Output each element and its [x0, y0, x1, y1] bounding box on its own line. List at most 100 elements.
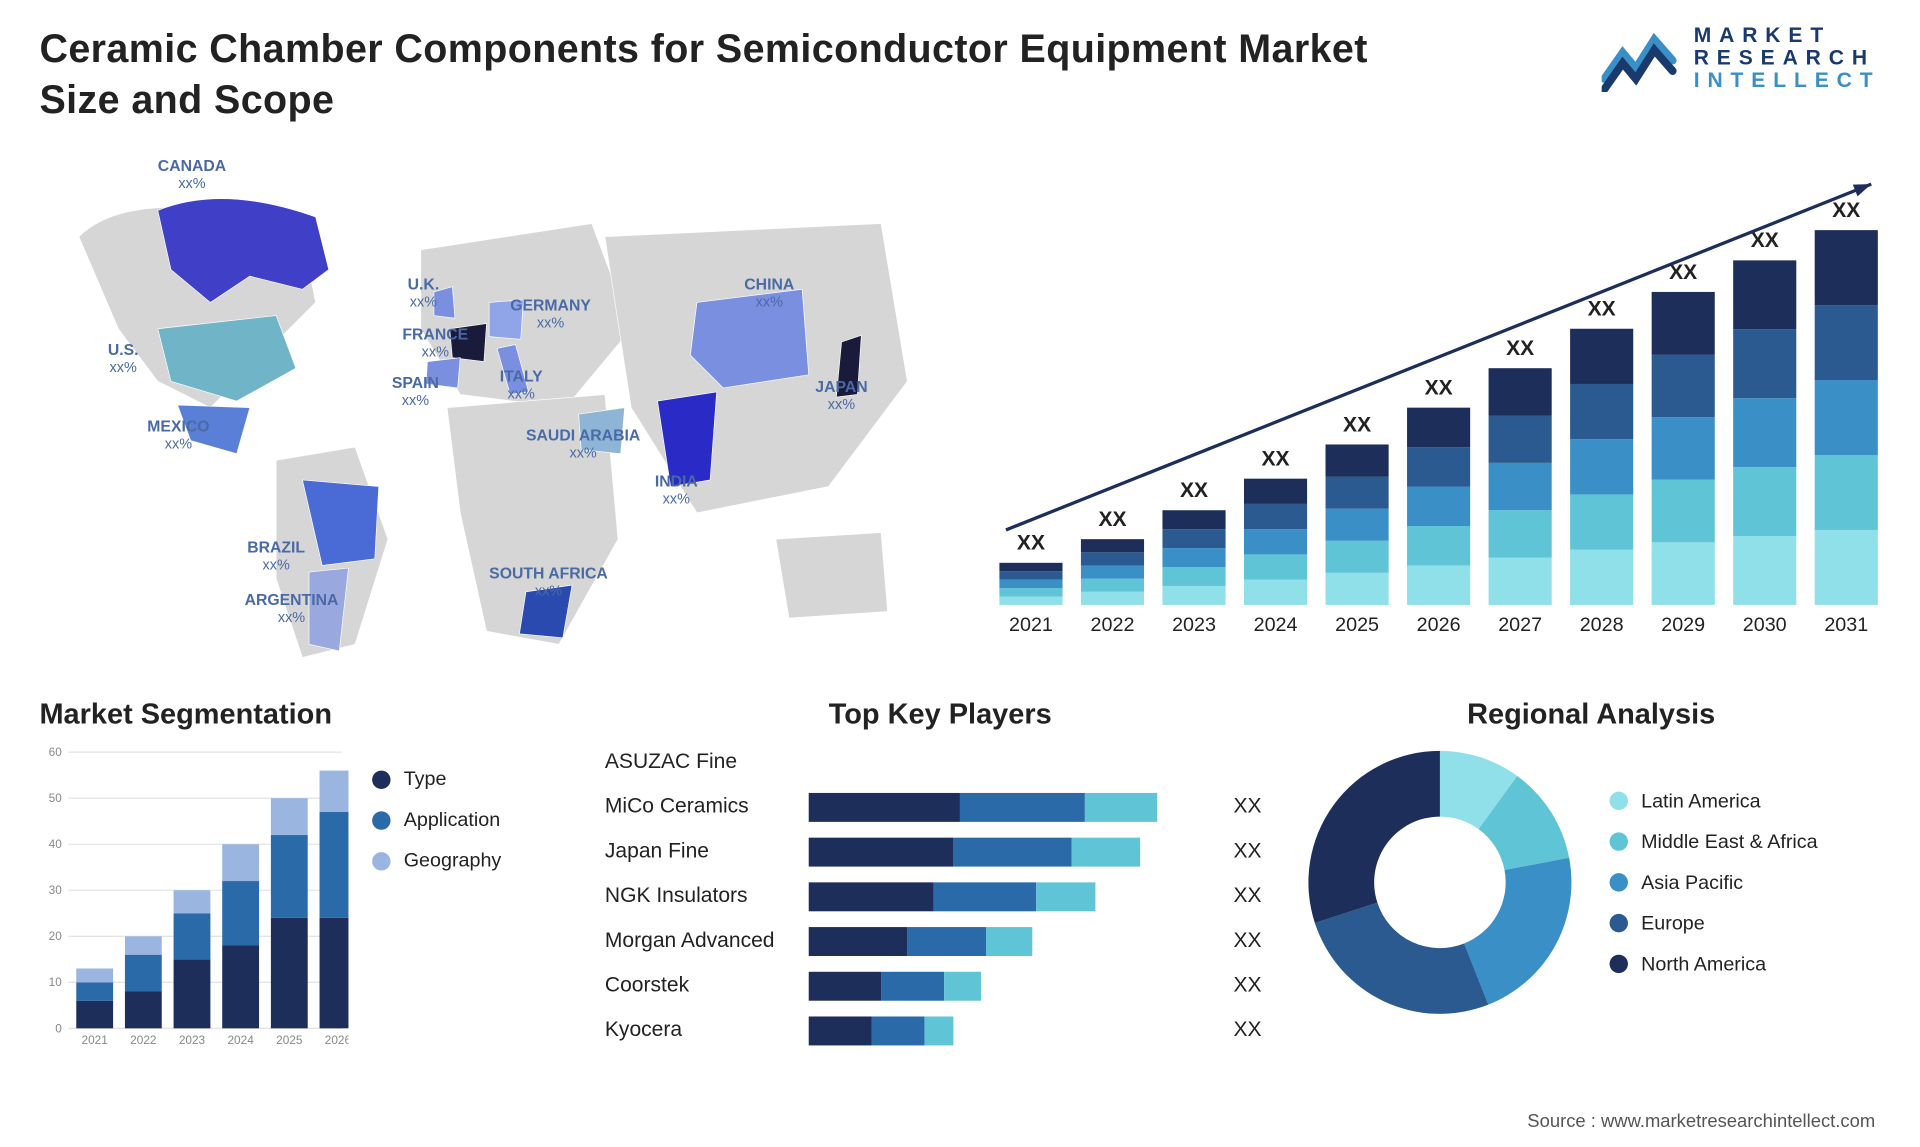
growth-bar-seg	[1733, 260, 1796, 329]
brand-logo: MARKET RESEARCH INTELLECT	[1602, 26, 1881, 92]
donut-slice	[1315, 903, 1488, 1014]
seg-ytick: 40	[49, 837, 63, 851]
player-bar	[809, 748, 1223, 777]
segmentation-chart: 0102030405060202120222023202420252026	[39, 742, 348, 1058]
seg-bar-seg	[76, 968, 113, 982]
player-bar-seg	[986, 926, 1032, 955]
region-legend-label: Asia Pacific	[1641, 871, 1743, 893]
player-bar-seg	[809, 1016, 872, 1045]
map-label-south-africa: SOUTH AFRICAxx%	[489, 565, 608, 600]
map-label-canada: CANADAxx%	[158, 158, 226, 193]
regional-legend: Latin America Middle East & Africa Asia Pa…	[1610, 790, 1818, 975]
player-bar-seg	[1072, 837, 1140, 866]
growth-bar-seg	[1162, 567, 1225, 586]
player-name: Japan Fine	[605, 840, 809, 864]
seg-bar-seg	[271, 798, 308, 835]
map-label-spain: SPAINxx%	[392, 375, 439, 410]
seg-bar-seg	[320, 771, 349, 812]
legend-dot-icon	[1610, 955, 1628, 973]
player-row: CoorstekXX	[605, 965, 1276, 1006]
player-bar	[809, 926, 1223, 955]
growth-bar-seg	[1244, 580, 1307, 605]
seg-ytick: 0	[55, 1021, 62, 1035]
growth-bar-seg	[1162, 586, 1225, 605]
region-legend-item: Asia Pacific	[1610, 871, 1818, 893]
growth-bar-label: XX	[1425, 377, 1453, 400]
growth-bar-label: XX	[1832, 199, 1860, 222]
regional-panel: Regional Analysis Latin America Middle Ea…	[1302, 697, 1881, 1020]
growth-year-label: 2031	[1824, 614, 1868, 636]
region-legend-label: Latin America	[1641, 790, 1761, 812]
growth-svg: XX2021XX2022XX2023XX2024XX2025XX2026XX20…	[986, 145, 1880, 645]
map-label-germany: GERMANYxx%	[510, 297, 591, 332]
player-name: Kyocera	[605, 1018, 809, 1042]
map-label-japan: JAPANxx%	[815, 379, 867, 414]
player-row: Japan FineXX	[605, 831, 1276, 872]
donut-slice	[1308, 751, 1440, 923]
legend-dot-icon	[1610, 832, 1628, 850]
map-label-mexico: MEXICOxx%	[147, 418, 209, 453]
player-bar	[809, 882, 1223, 911]
growth-bar-seg	[1407, 565, 1470, 604]
growth-bar-seg	[1326, 477, 1389, 509]
players-panel: Top Key Players ASUZAC FineMiCo Ceramics…	[605, 697, 1276, 1051]
growth-bar-seg	[1733, 329, 1796, 398]
logo-line-2: RESEARCH	[1694, 48, 1881, 70]
growth-bar-seg	[999, 580, 1062, 588]
growth-bar-seg	[1326, 541, 1389, 573]
growth-bar-seg	[1407, 526, 1470, 565]
growth-bar-seg	[1652, 542, 1715, 605]
map-label-argentina: ARGENTINAxx%	[245, 592, 339, 627]
segmentation-title: Market Segmentation	[39, 697, 565, 731]
player-bar-seg	[907, 926, 986, 955]
growth-bar-seg	[1815, 455, 1878, 530]
growth-arrow-head-icon	[1853, 184, 1871, 196]
growth-bar-label: XX	[1588, 298, 1616, 321]
growth-bar-seg	[1081, 579, 1144, 592]
growth-bar-label: XX	[1262, 448, 1290, 471]
player-row: KyoceraXX	[605, 1010, 1276, 1051]
player-bar-seg	[960, 792, 1085, 821]
growth-bar-seg	[1326, 573, 1389, 605]
growth-bar-seg	[1733, 536, 1796, 605]
seg-ytick: 10	[49, 975, 63, 989]
growth-bar-seg	[1815, 305, 1878, 380]
player-value: XX	[1223, 884, 1276, 908]
growth-bar-seg	[1244, 554, 1307, 579]
player-bar-seg	[809, 837, 954, 866]
growth-bar-label: XX	[1017, 532, 1045, 555]
seg-bar-seg	[222, 881, 259, 945]
player-bar-seg	[872, 1016, 925, 1045]
legend-dot-icon	[1610, 792, 1628, 810]
growth-year-label: 2027	[1498, 614, 1542, 636]
growth-bar-seg	[1489, 416, 1552, 463]
growth-bar-seg	[1570, 439, 1633, 494]
logo-line-1: MARKET	[1694, 26, 1881, 48]
seg-legend-item: Type	[372, 768, 501, 790]
legend-dot-icon	[372, 770, 390, 788]
growth-bar-seg	[1162, 548, 1225, 567]
player-name: MiCo Ceramics	[605, 795, 809, 819]
growth-bar-seg	[1162, 510, 1225, 529]
seg-bar-seg	[125, 992, 162, 1029]
growth-bar-seg	[1162, 529, 1225, 548]
logo-line-3: INTELLECT	[1694, 70, 1881, 92]
growth-chart: XX2021XX2022XX2023XX2024XX2025XX2026XX20…	[986, 145, 1880, 645]
seg-legend-item: Geography	[372, 849, 501, 871]
growth-bar-seg	[1815, 530, 1878, 605]
growth-bar-seg	[1407, 487, 1470, 526]
logo-mark-icon	[1602, 27, 1678, 93]
map-label-brazil: BRAZILxx%	[247, 539, 305, 574]
growth-bar-seg	[1489, 368, 1552, 415]
legend-dot-icon	[1610, 873, 1628, 891]
page-title: Ceramic Chamber Components for Semicondu…	[39, 24, 1420, 127]
growth-bar-seg	[1081, 552, 1144, 565]
seg-bar-seg	[174, 890, 211, 913]
growth-bar-seg	[1081, 539, 1144, 552]
player-name: Coorstek	[605, 974, 809, 998]
growth-bar-seg	[1489, 510, 1552, 557]
world-map: CANADAxx%U.S.xx%MEXICOxx%BRAZILxx%ARGENT…	[39, 145, 946, 671]
growth-bar-seg	[1570, 494, 1633, 549]
regional-title: Regional Analysis	[1302, 697, 1881, 731]
region-legend-label: Middle East & Africa	[1641, 830, 1818, 852]
